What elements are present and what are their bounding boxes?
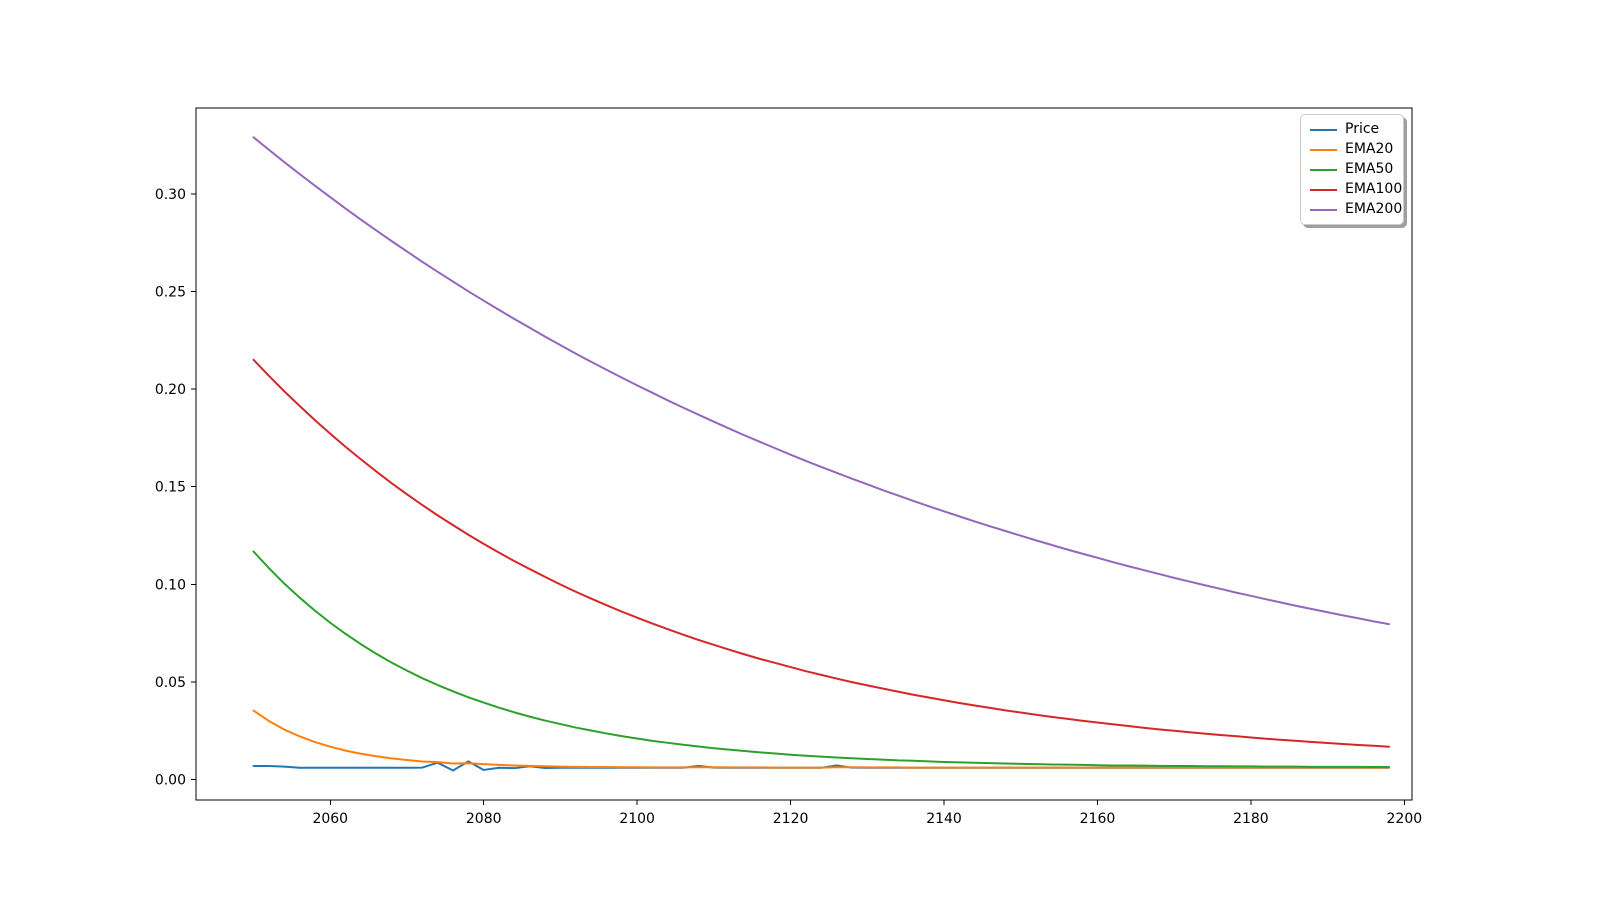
legend: Price EMA20 EMA50 EMA100 EMA200 xyxy=(1300,114,1404,225)
y-tick-label: 0.00 xyxy=(155,773,186,789)
y-tick-label: 0.15 xyxy=(155,480,186,496)
legend-line-sample xyxy=(1310,168,1337,171)
x-tick-label: 2100 xyxy=(619,811,655,827)
series-line-ema50 xyxy=(252,550,1390,769)
legend-label: EMA100 xyxy=(1345,181,1403,197)
legend-item-ema100: EMA100 xyxy=(1310,181,1402,198)
legend-line-sample xyxy=(1310,208,1337,211)
legend-line-sample xyxy=(1310,128,1337,131)
x-tick-label: 2160 xyxy=(1080,811,1116,827)
x-tick-label: 2120 xyxy=(773,811,809,827)
legend-item-ema50: EMA50 xyxy=(1310,161,1395,178)
axes-frame xyxy=(195,107,1413,801)
legend-item-ema20: EMA20 xyxy=(1310,141,1395,158)
series-line-ema20 xyxy=(252,709,1390,769)
x-tick-label: 2080 xyxy=(466,811,502,827)
x-tick-label: 2140 xyxy=(926,811,962,827)
legend-item-price: Price xyxy=(1310,121,1395,138)
legend-label: EMA50 xyxy=(1345,161,1394,177)
x-tick-label: 2060 xyxy=(312,811,348,827)
x-tick-label: 2180 xyxy=(1233,811,1269,827)
y-tick-label: 0.30 xyxy=(155,187,186,203)
legend-line-sample xyxy=(1310,148,1337,151)
y-tick-label: 0.25 xyxy=(155,284,186,300)
series-line-ema200 xyxy=(252,136,1390,626)
x-tick-label: 2200 xyxy=(1387,811,1423,827)
y-tick-label: 0.10 xyxy=(155,577,186,593)
legend-line-sample xyxy=(1310,188,1337,191)
legend-label: Price xyxy=(1345,121,1380,137)
legend-label: EMA20 xyxy=(1345,141,1394,157)
y-tick-label: 0.20 xyxy=(155,382,186,398)
y-tick-label: 0.05 xyxy=(155,675,186,691)
legend-item-ema200: EMA200 xyxy=(1310,201,1402,218)
legend-label: EMA200 xyxy=(1345,201,1403,217)
series-line-ema100 xyxy=(252,358,1390,748)
